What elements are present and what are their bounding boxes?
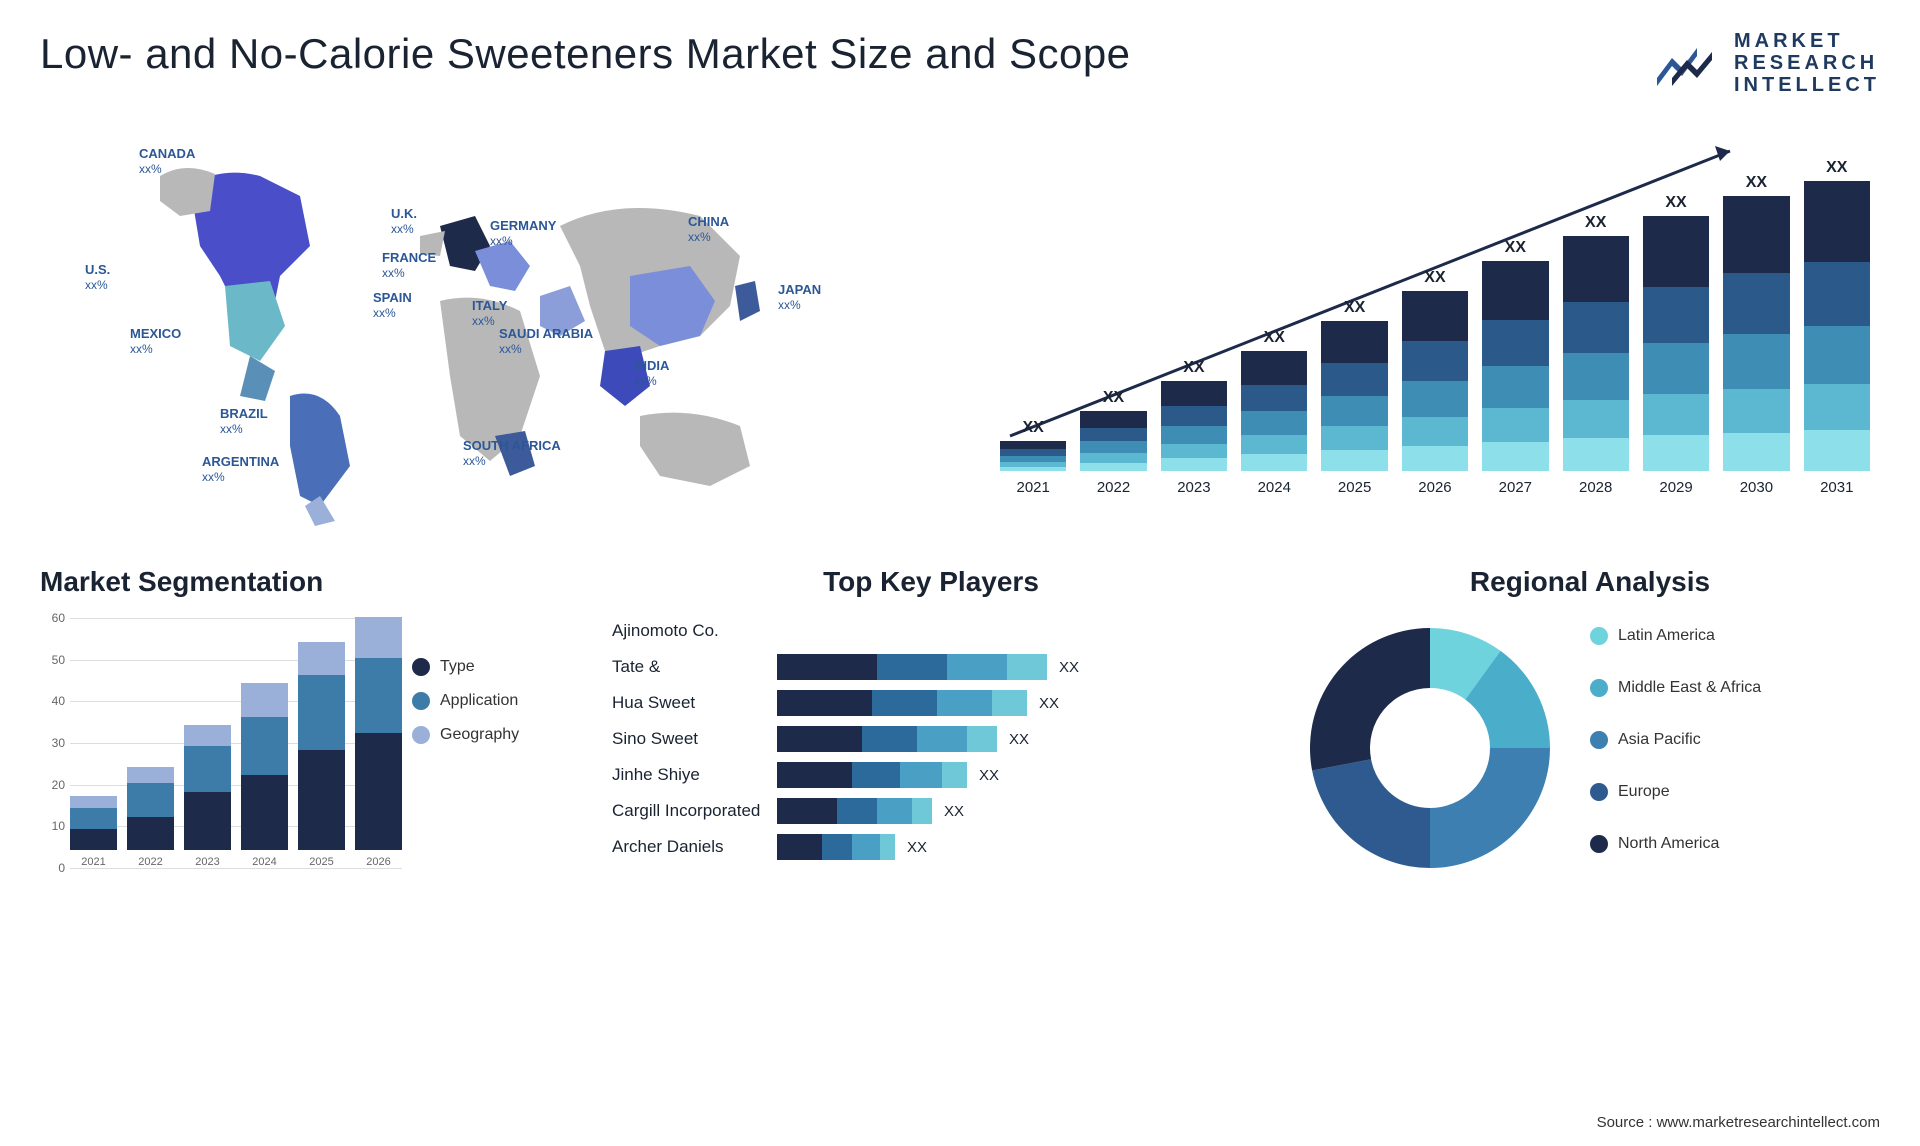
player-row: Jinhe ShiyeXX [612, 762, 1250, 788]
legend-item: Asia Pacific [1590, 731, 1761, 749]
page-title: Low- and No-Calorie Sweeteners Market Si… [40, 30, 1131, 78]
logo-line2: RESEARCH [1734, 52, 1880, 74]
map-label: JAPANxx% [778, 282, 821, 312]
forecast-chart: XX2021XX2022XX2023XX2024XX2025XX2026XX20… [980, 126, 1880, 526]
map-label: U.S.xx% [85, 262, 110, 292]
legend-item: Application [412, 692, 562, 710]
forecast-bar: XX2026 [1402, 269, 1468, 496]
donut-segment [1310, 628, 1430, 770]
map-label: INDIAxx% [634, 358, 669, 388]
donut-segment [1312, 759, 1430, 868]
legend-item: Latin America [1590, 627, 1761, 645]
world-map: CANADAxx% U.S.xx% MEXICOxx% BRAZILxx% ARGENT… [40, 126, 940, 526]
seg-bar: 2024 [241, 683, 288, 868]
map-label: FRANCExx% [382, 250, 436, 280]
player-row: Tate &XX [612, 654, 1250, 680]
logo-icon [1652, 38, 1722, 88]
map-label: CANADAxx% [139, 146, 195, 176]
seg-bar: 2026 [355, 617, 402, 868]
source-text: Source : www.marketresearchintellect.com [1597, 1114, 1880, 1131]
forecast-bar: XX2022 [1080, 389, 1146, 496]
map-label: U.K.xx% [391, 206, 417, 236]
player-row: Cargill IncorporatedXX [612, 798, 1250, 824]
segmentation-title: Market Segmentation [40, 566, 562, 598]
player-row: Archer DanielsXX [612, 834, 1250, 860]
forecast-bar: XX2030 [1723, 174, 1789, 496]
forecast-bar: XX2031 [1804, 159, 1870, 496]
logo-line1: MARKET [1734, 30, 1880, 52]
logo-line3: INTELLECT [1734, 74, 1880, 96]
map-label: ARGENTINAxx% [202, 454, 279, 484]
player-row: Ajinomoto Co. [612, 618, 1250, 644]
players-title: Top Key Players [612, 566, 1250, 598]
player-row: Hua SweetXX [612, 690, 1250, 716]
map-label: BRAZILxx% [220, 406, 268, 436]
regional-donut [1300, 618, 1560, 878]
map-label: CHINAxx% [688, 214, 729, 244]
map-label: ITALYxx% [472, 298, 507, 328]
forecast-bar: XX2024 [1241, 329, 1307, 496]
donut-segment [1430, 748, 1550, 868]
seg-bar: 2025 [298, 642, 345, 868]
brand-logo: MARKET RESEARCH INTELLECT [1652, 30, 1880, 96]
segmentation-chart: 0102030405060 202120222023202420252026 T… [40, 618, 562, 898]
players-chart: Ajinomoto Co. Tate &XX Hua SweetXX Sino Swe… [612, 618, 1250, 860]
regional-title: Regional Analysis [1300, 566, 1880, 598]
player-row: Sino SweetXX [612, 726, 1250, 752]
forecast-bar: XX2025 [1321, 299, 1387, 496]
map-label: MEXICOxx% [130, 326, 181, 356]
forecast-bar: XX2027 [1482, 239, 1548, 496]
seg-bar: 2022 [127, 767, 174, 868]
seg-bar: 2023 [184, 725, 231, 868]
forecast-bar: XX2029 [1643, 194, 1709, 496]
legend-item: Europe [1590, 783, 1761, 801]
forecast-bar: XX2021 [1000, 419, 1066, 496]
forecast-bar: XX2023 [1161, 359, 1227, 496]
map-label: SPAINxx% [373, 290, 412, 320]
legend-item: Geography [412, 726, 562, 744]
legend-item: North America [1590, 835, 1761, 853]
legend-item: Type [412, 658, 562, 676]
map-label: GERMANYxx% [490, 218, 556, 248]
map-label: SAUDI ARABIAxx% [499, 326, 593, 356]
seg-bar: 2021 [70, 796, 117, 868]
legend-item: Middle East & Africa [1590, 679, 1761, 697]
forecast-bar: XX2028 [1563, 214, 1629, 496]
map-label: SOUTH AFRICAxx% [463, 438, 561, 468]
